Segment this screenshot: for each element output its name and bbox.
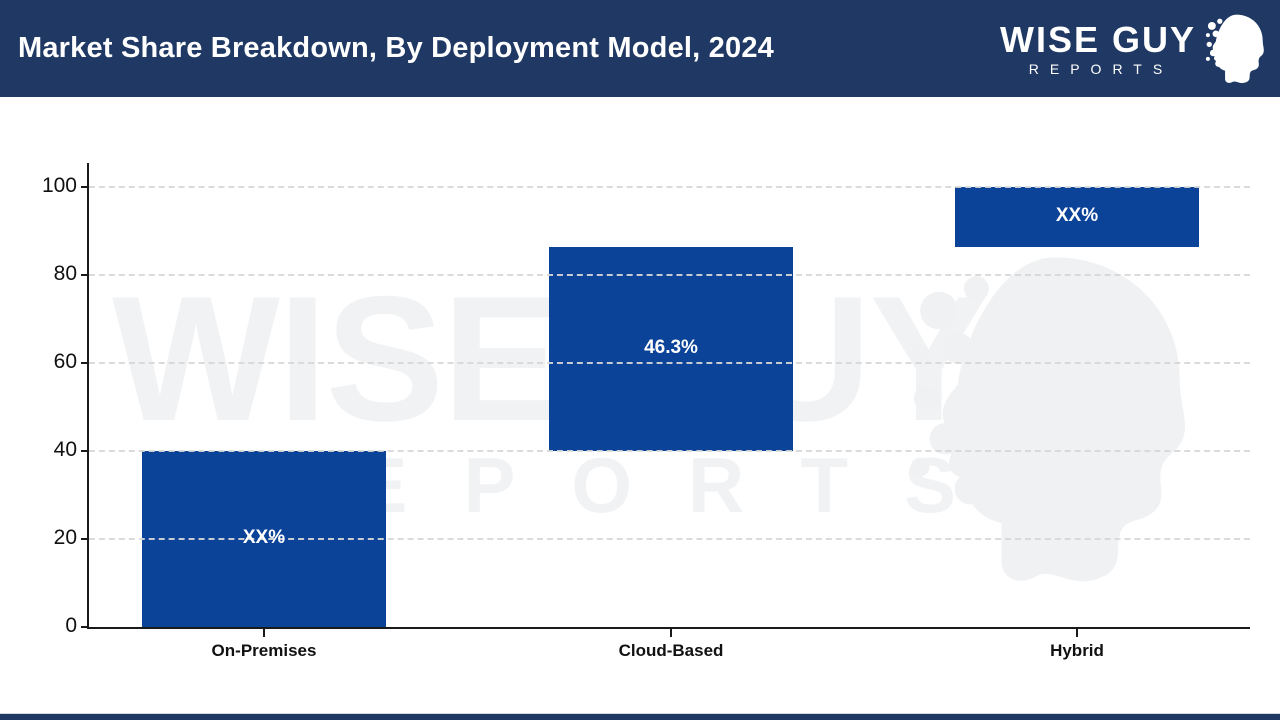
y-tick-60 bbox=[81, 362, 89, 364]
logo-text: WISE GUY REPORTS bbox=[999, 18, 1196, 77]
y-tick-label-60: 60 bbox=[53, 350, 77, 373]
y-tick-80 bbox=[81, 274, 89, 276]
bar-label-on-premises: XX% bbox=[242, 527, 286, 548]
bar-hybrid bbox=[955, 187, 1199, 248]
y-tick-label-80: 80 bbox=[53, 262, 77, 285]
y-axis-line bbox=[87, 163, 89, 629]
gridline-40 bbox=[89, 450, 1250, 452]
x-tick-label-on-premises: On-Premises bbox=[211, 641, 317, 660]
x-tick-on-premises bbox=[263, 629, 265, 637]
gridline-20 bbox=[89, 538, 1250, 540]
wiseguy-logo: WISE GUY REPORTS bbox=[1000, 12, 1280, 86]
y-tick-0 bbox=[81, 626, 89, 628]
x-tick-cloud-based bbox=[670, 629, 672, 637]
x-tick-label-cloud-based: Cloud-Based bbox=[618, 641, 724, 660]
header-bar: Market Share Breakdown, By Deployment Mo… bbox=[0, 0, 1280, 97]
x-tick-label-hybrid: Hybrid bbox=[1050, 641, 1104, 660]
bar-label-hybrid: XX% bbox=[1055, 205, 1099, 227]
footer-hairline bbox=[0, 713, 1280, 714]
y-tick-20 bbox=[81, 538, 89, 540]
y-tick-label-40: 40 bbox=[53, 438, 77, 461]
x-axis-line bbox=[87, 627, 1250, 629]
footer-bar bbox=[0, 714, 1280, 720]
chart-plot-area: 0 20 40 60 80 100 XX% 46.3% XX% On-Premises Cloud-… bbox=[0, 97, 1280, 713]
y-tick-label-0: 0 bbox=[65, 614, 77, 637]
y-tick-100 bbox=[81, 186, 89, 188]
y-tick-40 bbox=[81, 450, 89, 452]
y-tick-label-100: 100 bbox=[41, 174, 77, 197]
page-title: Market Share Breakdown, By Deployment Mo… bbox=[18, 32, 774, 64]
logo-wiseguy-label: WISE GUY bbox=[999, 18, 1196, 60]
gridline-60 bbox=[89, 362, 1250, 364]
bar-label-cloud-based: 46.3% bbox=[644, 337, 698, 359]
y-tick-label-20: 20 bbox=[53, 526, 77, 549]
gridline-80 bbox=[89, 274, 1250, 276]
x-tick-hybrid bbox=[1076, 629, 1078, 637]
logo-reports-label: REPORTS bbox=[1028, 60, 1174, 77]
bar-cloud-based bbox=[549, 247, 793, 451]
logo-head-icon bbox=[1205, 14, 1264, 83]
gridline-100 bbox=[89, 186, 1250, 188]
